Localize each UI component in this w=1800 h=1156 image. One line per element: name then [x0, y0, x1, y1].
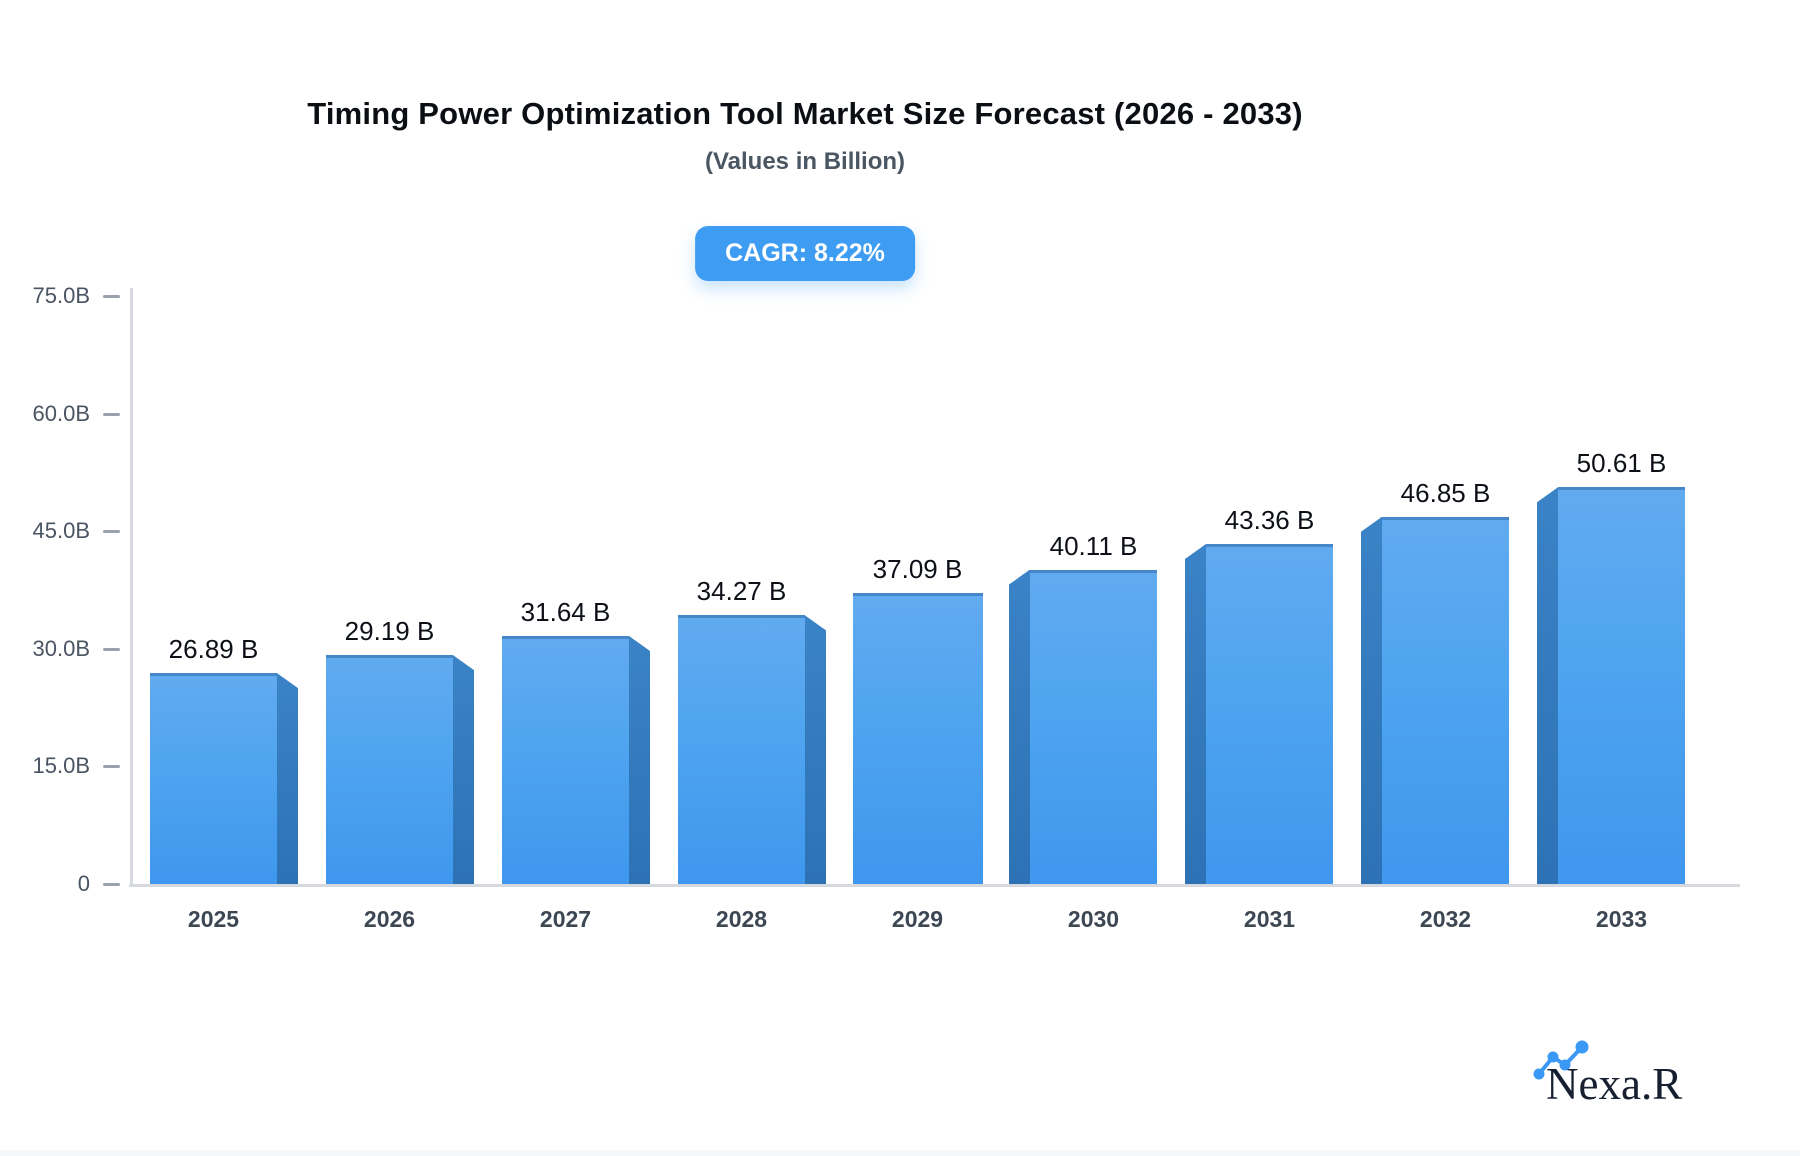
x-axis-label-2030: 2030: [1067, 906, 1120, 932]
y-tick-mark-45.0B: [103, 530, 120, 534]
chart-subtitle: (Values in Billion): [704, 148, 906, 175]
y-tick-mark-15.0B: [103, 765, 120, 769]
x-axis-label-2033: 2033: [1595, 906, 1648, 932]
y-tick-label-60.0B: 60.0B: [32, 400, 91, 426]
bar-side-2032: [1361, 516, 1382, 884]
x-axis-label-2032: 2032: [1419, 906, 1472, 932]
bar-2026: [326, 655, 453, 884]
y-tick-mark-60.0B: [103, 412, 120, 416]
y-tick-mark-0: [103, 883, 120, 886]
bar-value-label-2030: 40.11 B: [1049, 530, 1138, 561]
brand-logo-text: Nexa.R: [1546, 1059, 1683, 1109]
bar-2031: [1206, 544, 1333, 884]
bar-value-label-2027: 31.64 B: [520, 596, 611, 627]
bar-value-label-2032: 46.85 B: [1400, 477, 1491, 508]
cagr-badge: CAGR: 8.22%: [695, 226, 915, 281]
y-axis-line: [130, 288, 133, 887]
bar-value-label-2031: 43.36 B: [1224, 505, 1315, 536]
x-axis-baseline: [129, 884, 1740, 887]
y-tick-label-30.0B: 30.0B: [32, 635, 91, 661]
bar-side-2031: [1185, 544, 1206, 884]
x-axis-label-2025: 2025: [187, 906, 240, 932]
bar-value-label-2029: 37.09 B: [872, 554, 963, 585]
y-tick-label-45.0B: 45.0B: [32, 518, 91, 544]
bar-side-2026: [453, 655, 474, 884]
brand-logo: Nexa.R: [1532, 1040, 1732, 1110]
bar-2033: [1558, 487, 1685, 884]
chart-title: Timing Power Optimization Tool Market Si…: [307, 96, 1303, 131]
bar-value-label-2026: 29.19 B: [344, 616, 435, 647]
y-tick-label-0: 0: [77, 871, 90, 896]
x-axis-label-2028: 2028: [715, 906, 768, 932]
bar-2032: [1382, 516, 1509, 884]
bar-2028: [678, 615, 805, 884]
bar-2027: [502, 635, 629, 884]
bar-value-label-2033: 50.61 B: [1576, 448, 1667, 479]
y-tick-mark-30.0B: [103, 647, 120, 651]
bar-2025: [150, 673, 277, 884]
y-tick-label-15.0B: 15.0B: [32, 753, 91, 779]
bar-side-2025: [277, 673, 298, 884]
x-axis-label-2031: 2031: [1243, 906, 1296, 932]
bar-side-2030: [1009, 569, 1030, 884]
x-axis-label-2026: 2026: [363, 906, 416, 932]
bar-side-2033: [1537, 487, 1558, 884]
x-axis-label-2029: 2029: [891, 906, 944, 932]
line-chart-logo-icon: [1533, 1040, 1589, 1080]
bar-2030: [1030, 569, 1157, 884]
bar-2029: [852, 593, 983, 884]
bar-side-2028: [805, 615, 826, 884]
bar-side-2027: [629, 635, 650, 884]
y-tick-label-75.0B: 75.0B: [32, 283, 91, 308]
x-axis-label-2027: 2027: [539, 906, 592, 932]
bar-value-label-2028: 34.27 B: [696, 576, 787, 607]
page-bottom-edge: [0, 1150, 1800, 1156]
y-tick-mark-75.0B: [103, 295, 120, 298]
bar-value-label-2025: 26.89 B: [168, 634, 259, 665]
